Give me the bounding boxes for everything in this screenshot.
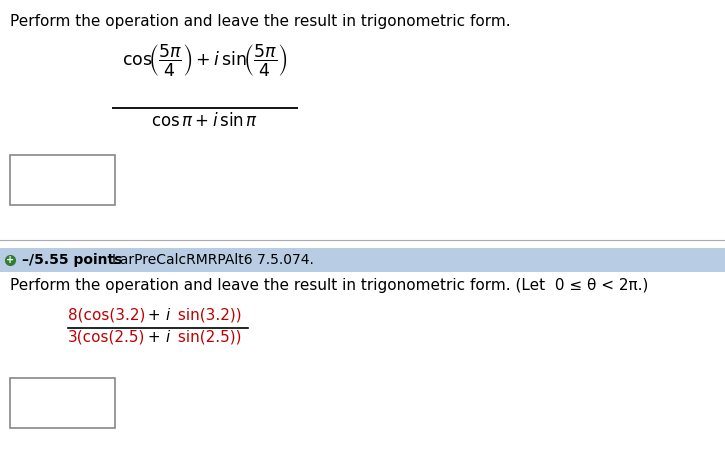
Text: Perform the operation and leave the result in trigonometric form.: Perform the operation and leave the resu…: [10, 14, 510, 29]
Text: i: i: [165, 308, 170, 323]
Bar: [10, 155, 115, 205]
Text: 3(cos(2.5): 3(cos(2.5): [68, 330, 146, 345]
Text: Perform the operation and leave the result in trigonometric form. (Let  0 ≤ θ < : Perform the operation and leave the resu…: [10, 278, 648, 293]
Text: +: +: [143, 308, 165, 323]
Text: +: +: [6, 255, 14, 265]
Text: sin(2.5)): sin(2.5)): [173, 330, 241, 345]
Text: $\mathrm{cos}\!\left(\dfrac{5\pi}{4}\right) + i\,\mathrm{sin}\!\left(\dfrac{5\pi: $\mathrm{cos}\!\left(\dfrac{5\pi}{4}\rig…: [123, 42, 288, 78]
Text: $\mathrm{cos}\,\pi + i\,\mathrm{sin}\,\pi$: $\mathrm{cos}\,\pi + i\,\mathrm{sin}\,\p…: [152, 112, 259, 130]
Bar: [0, 248, 725, 272]
Text: LarPreCalcRMRPAlt6 7.5.074.: LarPreCalcRMRPAlt6 7.5.074.: [112, 253, 314, 267]
Text: +: +: [143, 330, 165, 345]
Bar: [10, 378, 115, 428]
Text: i: i: [165, 330, 170, 345]
Text: sin(3.2)): sin(3.2)): [173, 308, 241, 323]
Text: 8(cos(3.2): 8(cos(3.2): [68, 308, 146, 323]
Text: –/5.55 points: –/5.55 points: [22, 253, 123, 267]
